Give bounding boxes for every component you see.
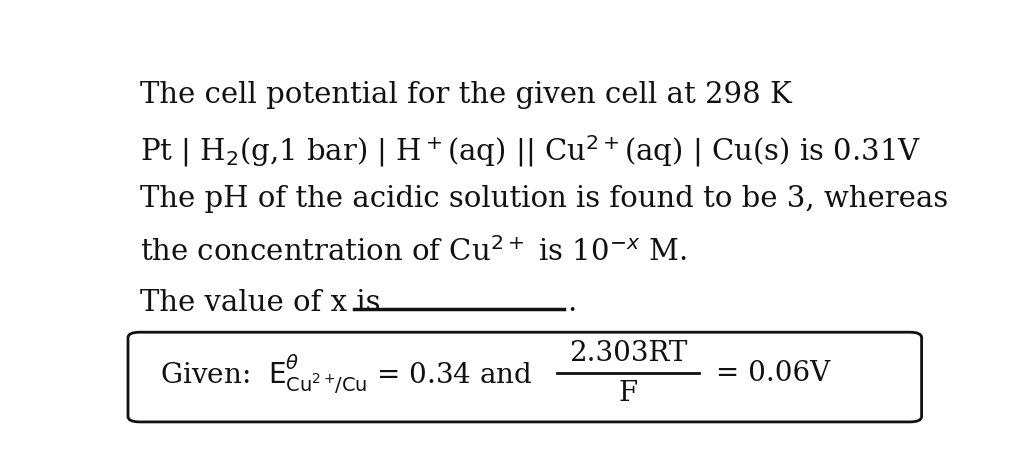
FancyBboxPatch shape xyxy=(128,332,922,422)
Text: The pH of the acidic solution is found to be 3, whereas: The pH of the acidic solution is found t… xyxy=(140,185,948,213)
Text: Given:  $\mathrm{E}^{\theta}_{\mathrm{Cu^{2+}\!/Cu}}$ = 0.34 and: Given: $\mathrm{E}^{\theta}_{\mathrm{Cu^… xyxy=(160,352,532,395)
Text: the concentration of Cu$^{2+}$ is 10$^{-x}$ M.: the concentration of Cu$^{2+}$ is 10$^{-… xyxy=(140,237,687,267)
Text: Pt $|$ H$_2$(g,1 bar) $|$ H$^+$(aq) $||$ Cu$^{2+}$(aq) $|$ Cu(s) is 0.31V: Pt $|$ H$_2$(g,1 bar) $|$ H$^+$(aq) $||$… xyxy=(140,133,921,169)
Text: .: . xyxy=(567,289,577,317)
Text: The value of x is: The value of x is xyxy=(140,289,380,317)
Text: The cell potential for the given cell at 298 K: The cell potential for the given cell at… xyxy=(140,81,792,109)
Text: = 0.06V: = 0.06V xyxy=(708,360,830,387)
Text: F: F xyxy=(618,380,638,407)
Text: 2.303RT: 2.303RT xyxy=(568,340,687,367)
